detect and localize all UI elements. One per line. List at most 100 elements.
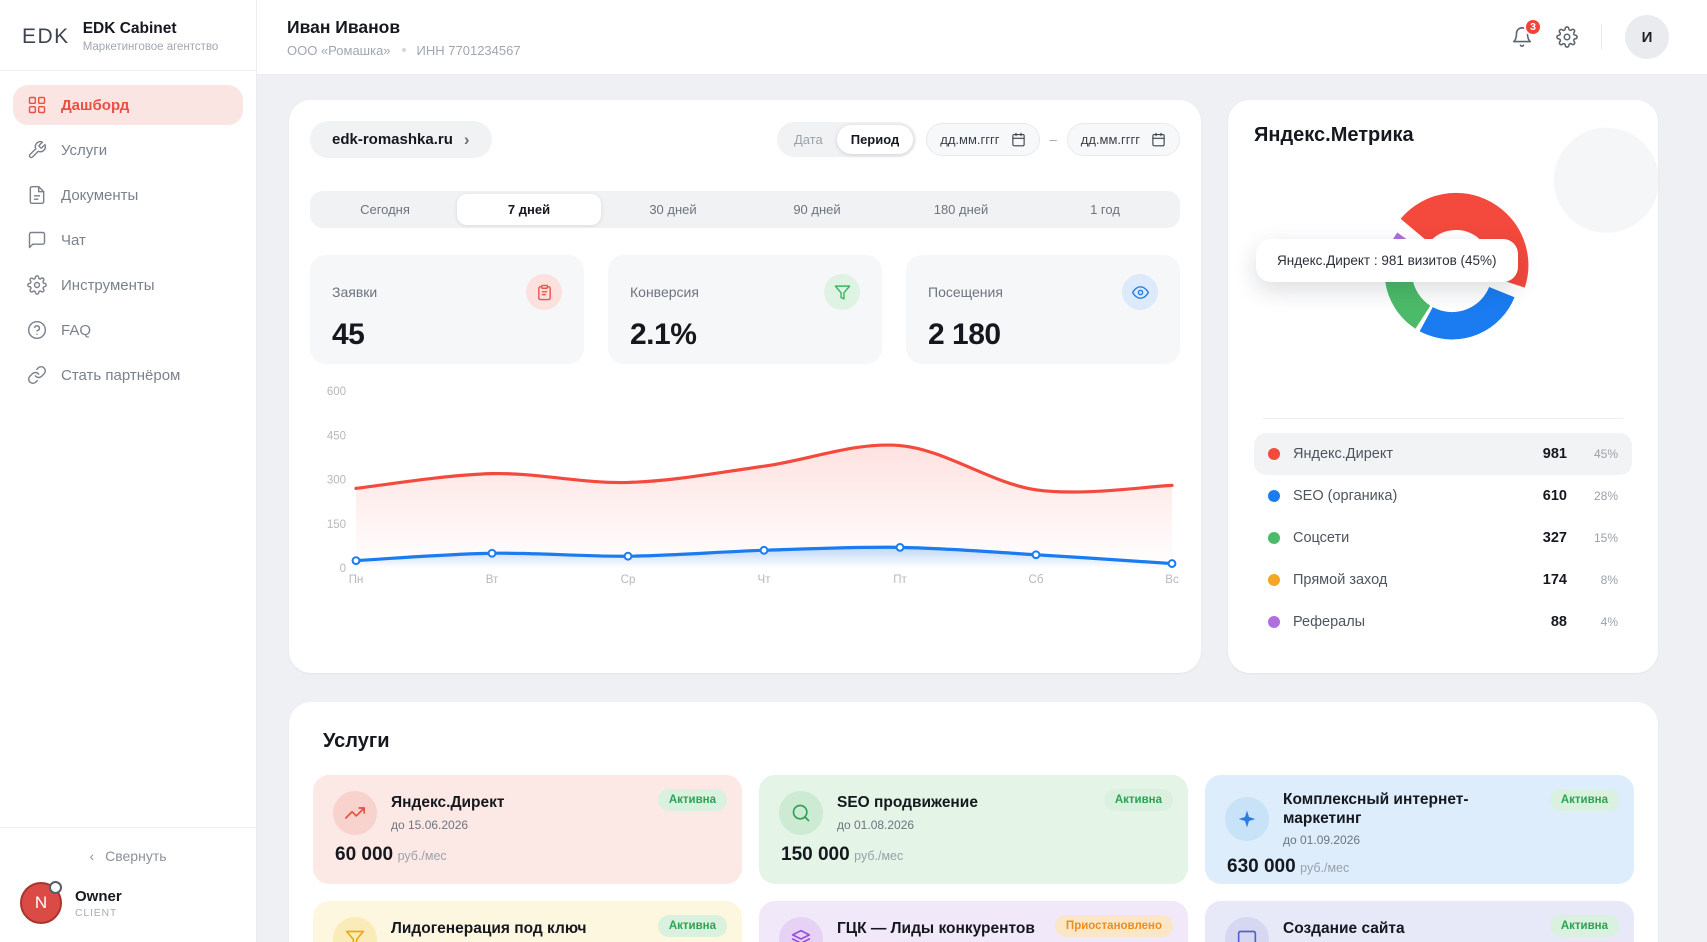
legend-dot: [1268, 490, 1280, 502]
service-price: 60 000: [335, 844, 394, 865]
sidebar-nav: Дашборд Услуги Документы Чат Инструменты…: [0, 71, 256, 827]
svg-text:0: 0: [340, 563, 346, 575]
svg-text:600: 600: [327, 386, 346, 398]
sidebar-item-tools[interactable]: Инструменты: [13, 265, 243, 305]
period-tab-today[interactable]: Сегодня: [360, 202, 410, 217]
sidebar-item-partner[interactable]: Стать партнёром: [13, 355, 243, 395]
user-card[interactable]: N Owner CLIENT: [20, 881, 236, 924]
legend-row-direct[interactable]: Прямой заход 174 8%: [1254, 559, 1632, 601]
status-badge: Активна: [657, 915, 727, 937]
date-to-placeholder: дд.мм.гггг: [1080, 132, 1140, 147]
sidebar-item-label: Дашборд: [61, 96, 130, 114]
service-card-leadgen[interactable]: Лидогенерация под ключ до 01.07.2026 Акт…: [313, 901, 742, 942]
chart-area: 0 150 300 450 600 Пн Вт Ср Чт Пт Сб Вс: [310, 380, 1180, 585]
services-panel: Услуги Яндекс.Директ до 15.06.2026: [289, 702, 1658, 942]
search-icon: [779, 791, 823, 835]
stat-value: 2.1%: [630, 318, 697, 351]
legend-row-seo[interactable]: SEO (органика) 610 28%: [1254, 475, 1632, 517]
collapse-sidebar-button[interactable]: ‹ Свернуть: [20, 840, 236, 882]
user-role: CLIENT: [75, 906, 118, 919]
sidebar-item-label: Документы: [61, 186, 139, 204]
collapse-label: Свернуть: [105, 848, 167, 864]
service-price-unit: руб./мес: [397, 849, 447, 863]
service-card-competitor-leads[interactable]: ГЦК — Лиды конкурентов до 01.10.2026 При…: [759, 901, 1188, 942]
legend-dot: [1268, 532, 1280, 544]
sidebar-item-chat[interactable]: Чат: [13, 220, 243, 260]
monitor-icon: [1225, 917, 1269, 942]
svg-text:Вс: Вс: [1165, 574, 1179, 585]
period-tab-180d[interactable]: 180 дней: [933, 202, 989, 217]
svg-text:Пн: Пн: [349, 574, 364, 585]
svg-text:Пт: Пт: [893, 574, 907, 585]
legend-row-social[interactable]: Соцсети 327 15%: [1254, 517, 1632, 559]
link-icon: [28, 366, 46, 384]
date-to-input[interactable]: дд.мм.гггг: [1066, 123, 1180, 156]
svg-text:Чт: Чт: [758, 574, 772, 585]
avatar-letter: N: [34, 893, 48, 912]
stat-cards: Заявки 45 Конверсия: [310, 255, 1180, 364]
service-card-yandex-direct[interactable]: Яндекс.Директ до 15.06.2026 Активна 60 0…: [313, 775, 742, 884]
sidebar-item-documents[interactable]: Документы: [13, 175, 243, 215]
metrika-title: Яндекс.Метрика: [1254, 124, 1414, 146]
legend-row-referrals[interactable]: Рефералы 88 4%: [1254, 601, 1632, 643]
period-tab-1y[interactable]: 1 год: [1090, 202, 1120, 217]
service-card-website[interactable]: Создание сайта до 01.11.2026 Активна: [1205, 901, 1634, 942]
status-badge: Активна: [1549, 915, 1619, 937]
calendar-icon: [1011, 132, 1025, 147]
sidebar-item-faq[interactable]: FAQ: [13, 310, 243, 350]
brand-title: EDK Cabinet: [82, 20, 177, 37]
sidebar-item-label: Стать партнёром: [61, 366, 181, 384]
legend-share: 28%: [1593, 489, 1618, 503]
service-name: Яндекс.Директ: [391, 794, 505, 812]
legend-row-yandex-direct[interactable]: Яндекс.Директ 981 45%: [1254, 433, 1632, 475]
stat-card-leads: Заявки 45: [310, 255, 584, 364]
service-name: Комплексный интернет-маркетинг: [1283, 791, 1469, 827]
notifications-button[interactable]: 3: [1511, 18, 1542, 48]
date-controls: Дата Период дд.мм.гггг – дд.мм.гггг: [776, 122, 1180, 157]
legend-label: SEO (органика): [1293, 488, 1398, 504]
client-info: Иван Иванов ООО «Ромашка» ИНН 7701234567: [287, 17, 521, 58]
sidebar-item-services[interactable]: Услуги: [13, 130, 243, 170]
sparkle-icon: [1225, 797, 1269, 842]
date-mode-option-period[interactable]: Период: [836, 125, 914, 154]
status-badge: Активна: [657, 789, 727, 811]
chevron-left-icon: ‹: [89, 848, 95, 864]
service-name: SEO продвижение: [837, 794, 978, 812]
client-company: ООО «Ромашка»: [287, 42, 391, 58]
trending-up-icon: [333, 791, 377, 835]
date-from-input[interactable]: дд.мм.гггг: [926, 123, 1040, 156]
gear-icon: [27, 275, 47, 295]
bell-icon: [1512, 27, 1532, 47]
period-tab-7d[interactable]: 7 дней: [457, 194, 601, 225]
date-range-separator: –: [1049, 132, 1057, 147]
notification-badge: 3: [1524, 18, 1542, 36]
date-mode-option-date[interactable]: Дата: [793, 132, 823, 147]
period-tabs: Сегодня 7 дней 30 дней 90 дней 180 дней …: [310, 191, 1180, 228]
visits-line-chart[interactable]: 0 150 300 450 600 Пн Вт Ср Чт Пт Сб Вс: [310, 380, 1180, 585]
svg-text:300: 300: [327, 475, 346, 487]
status-badge: Активна: [1103, 789, 1173, 811]
sidebar-item-dashboard[interactable]: Дашборд: [13, 85, 243, 125]
settings-button[interactable]: [1556, 26, 1578, 48]
legend-label: Прямой заход: [1293, 572, 1388, 588]
domain-selector[interactable]: edk-romashka.ru ›: [310, 121, 492, 158]
period-tab-90d[interactable]: 90 дней: [793, 202, 841, 217]
funnel-icon: [824, 274, 860, 310]
layers-icon: [779, 917, 823, 942]
legend-share: 45%: [1593, 447, 1618, 461]
profile-avatar[interactable]: И: [1625, 15, 1669, 59]
brand-logo: EDK: [22, 24, 70, 48]
funnel-icon: [333, 917, 377, 942]
divider: [1601, 24, 1602, 50]
client-meta: ООО «Ромашка» ИНН 7701234567: [287, 43, 521, 58]
sidebar: EDK EDK Cabinet Маркетинговое агентство …: [0, 0, 257, 942]
service-card-seo[interactable]: SEO продвижение до 01.08.2026 Активна 15…: [759, 775, 1188, 884]
service-card-complex-marketing[interactable]: Комплексный интернет-маркетинг до 01.09.…: [1205, 775, 1634, 884]
dashboard-panel-head: edk-romashka.ru › Дата Период дд.мм.гггг: [310, 121, 1180, 158]
domain-label: edk-romashka.ru: [332, 131, 453, 148]
legend-value: 327: [1542, 530, 1567, 546]
traffic-sources-legend: Яндекс.Директ 981 45% SEO (органика) 610…: [1254, 433, 1632, 643]
period-tab-30d[interactable]: 30 дней: [649, 202, 697, 217]
help-icon: [27, 320, 47, 340]
chart-tooltip: Яндекс.Директ : 981 визитов (45%): [1256, 239, 1518, 282]
